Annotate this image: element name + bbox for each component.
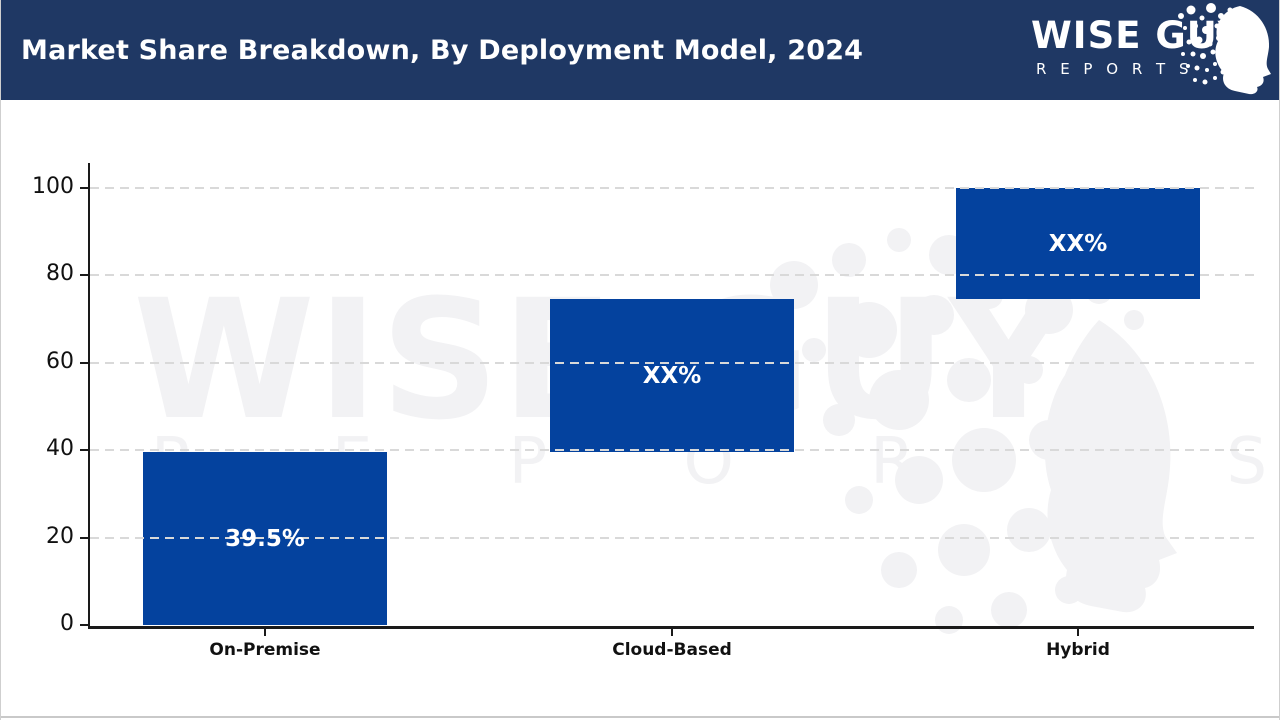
y-gridline [90,274,1254,277]
y-tick-label: 100 [32,174,74,199]
y-tick-mark [80,624,88,626]
y-gridline [90,361,1254,364]
logo-wordmark: WISE GUY [1031,14,1246,57]
y-tick-mark [80,449,88,452]
y-tick-label: 0 [60,611,74,636]
y-tick-label: 60 [46,348,74,374]
y-tick-label: 80 [46,261,74,287]
header-band: Market Share Breakdown, By Deployment Mo… [1,0,1279,100]
category-label: Hybrid [1046,640,1110,660]
y-axis-line [88,163,90,629]
bar-value-label: 39.5% [225,525,305,552]
y-gridline [90,187,1254,189]
bottom-rule [1,716,1279,718]
y-gridline [90,449,1254,452]
wiseguy-logo: WISE GUY R E P O R T S [1031,3,1271,95]
bar-segment [143,452,387,625]
y-gridline [90,536,1254,539]
y-tick-label: 40 [46,436,74,462]
category-label: On-Premise [209,640,321,660]
y-tick-mark [80,536,88,539]
y-tick-label: 20 [46,523,74,549]
y-tick-mark [80,187,88,189]
y-tick-mark [80,274,88,277]
page-title: Market Share Breakdown, By Deployment Mo… [21,34,864,66]
x-tick-mark [1077,629,1079,636]
x-tick-mark [671,629,673,636]
bar-value-label: XX% [642,362,702,389]
logo-subtext: R E P O R T S [1036,60,1193,78]
y-tick-mark [80,361,88,364]
bar-value-label: XX% [1048,230,1108,257]
x-tick-mark [264,629,266,636]
x-axis-line [88,626,1254,629]
category-label: Cloud-Based [612,640,732,660]
logo-dots-face-icon [1178,3,1271,95]
